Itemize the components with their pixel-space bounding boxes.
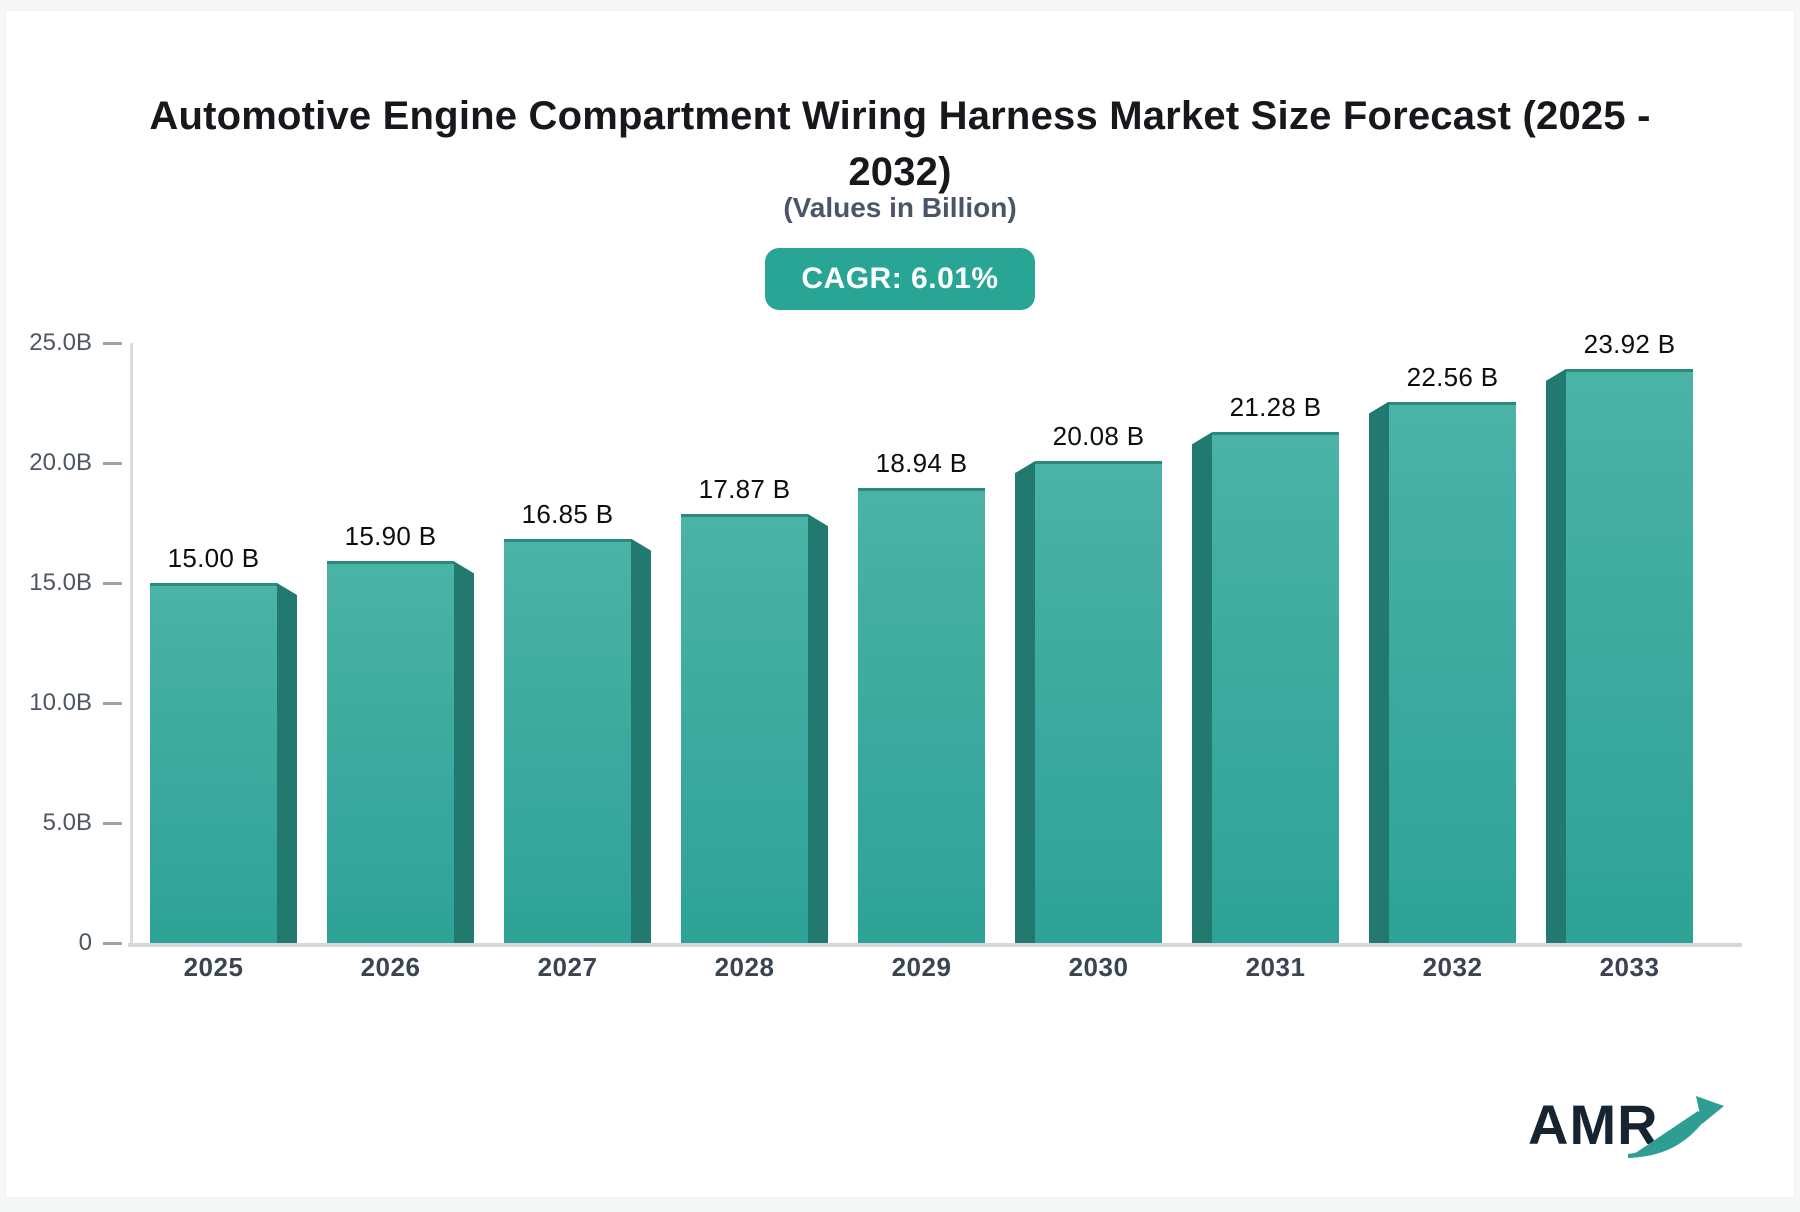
bar-side-2025 [277,583,297,943]
bar-value-label: 15.90 B [344,521,437,552]
cagr-badge-wrap: CAGR: 6.01% [0,248,1800,310]
y-tick-label: 10.0B [29,689,92,716]
cagr-badge: CAGR: 6.01% [765,248,1035,310]
y-tick-mark [103,582,122,585]
amr-logo: AMR [1528,1088,1738,1168]
bar-value-label: 20.08 B [1052,421,1145,452]
bar-face-2027[interactable] [504,538,631,943]
bar-face-2025[interactable] [150,583,277,943]
chart-title: Automotive Engine Compartment Wiring Har… [0,88,1800,200]
x-axis-label-2033: 2033 [1599,952,1660,982]
y-tick-label: 25.0B [29,329,92,356]
y-tick-label: 15.0B [29,569,92,596]
amr-logo-text: AMR [1528,1093,1659,1156]
y-tick-mark [103,822,122,825]
chart-subtitle: (Values in Billion) [783,192,1017,223]
x-axis-label-2027: 2027 [537,952,598,982]
chart-title-line1: Automotive Engine Compartment Wiring Har… [149,94,1651,138]
y-tick-label: 20.0B [29,449,92,476]
bar-value-label: 17.87 B [698,474,791,505]
bar-value-label: 21.28 B [1229,392,1322,423]
x-axis-line [128,943,1742,947]
x-axis-label-2030: 2030 [1068,952,1129,982]
bar-face-2029[interactable] [858,488,985,943]
bar-side-2026 [454,561,474,943]
bar-face-2033[interactable] [1566,368,1693,943]
x-axis-label-2031: 2031 [1245,952,1306,982]
y-axis-line [130,343,133,947]
bar-side-2028 [808,514,828,943]
bar-side-2031 [1192,432,1212,943]
bar-face-2028[interactable] [681,514,808,943]
x-axis-label-2029: 2029 [891,952,952,982]
y-tick-mark [103,462,122,465]
y-tick-mark [103,942,122,945]
bar-value-label: 16.85 B [521,498,614,529]
x-axis-label-2032: 2032 [1422,952,1483,982]
chart-title-line2: 2032) [848,150,952,194]
bar-side-2030 [1015,461,1035,943]
x-axis-label-2028: 2028 [714,952,775,982]
bar-value-label: 23.92 B [1583,328,1676,359]
y-tick-mark [103,702,122,705]
bar-face-2026[interactable] [327,561,454,943]
bar-face-2031[interactable] [1212,432,1339,943]
bar-side-2032 [1369,401,1389,943]
bar-side-2033 [1546,368,1566,943]
bar-value-label: 15.00 B [167,543,260,573]
bar-face-2032[interactable] [1389,401,1516,943]
growth-arrow-icon [1628,1096,1724,1158]
y-tick-label: 0 [78,929,92,956]
y-tick-mark [103,342,122,345]
x-axis-label-2025: 2025 [183,952,244,982]
bar-value-label: 22.56 B [1406,361,1499,392]
bar-face-2030[interactable] [1035,461,1162,943]
x-axis-label-2026: 2026 [360,952,421,982]
y-tick-label: 5.0B [42,809,92,836]
bar-value-label: 18.94 B [875,448,968,479]
bar-side-2027 [631,538,651,943]
